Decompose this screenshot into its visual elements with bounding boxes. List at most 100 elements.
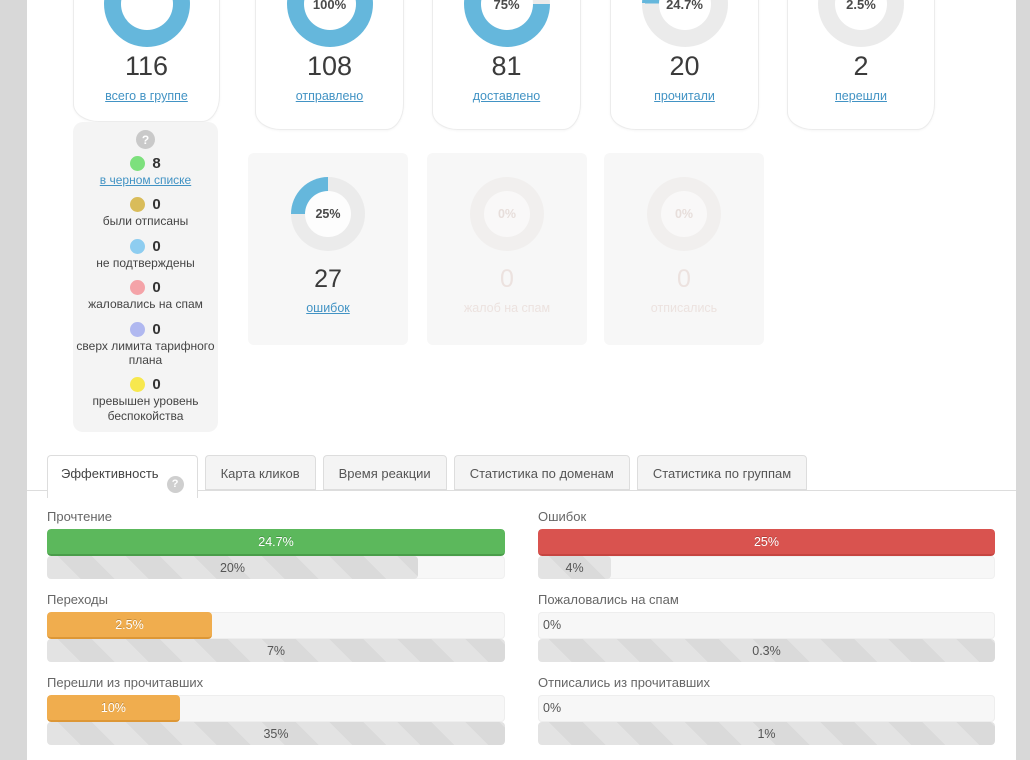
unsubscribes-label: отписались (650, 301, 718, 315)
read-link[interactable]: прочитали (654, 89, 715, 103)
metric-read-rate: Прочтение 24.7% 20% (47, 509, 505, 579)
donut-clicked-percent: 2.5% (835, 0, 887, 30)
tab-domain-stats[interactable]: Статистика по доменам (453, 455, 630, 490)
card-delivered: 75% 81 доставлено (432, 0, 581, 130)
tab-reaction-time[interactable]: Время реакции (322, 455, 447, 490)
read-count: 20 (669, 51, 700, 81)
total-link[interactable]: всего в группе (105, 89, 188, 103)
metric-avg-track: 0.3% (538, 639, 995, 662)
donut-delivered: 75% (463, 0, 550, 47)
metric-label: Отписались из прочитавших (538, 675, 711, 690)
metric-label: Прочтение (47, 509, 112, 524)
metric-value-track: 0% (538, 695, 995, 722)
metric-error-rate: Ошибок 25% 4% (538, 509, 995, 579)
spam-complaints-label: жалоб на спам (463, 301, 551, 315)
page-gutter-right (1016, 0, 1030, 760)
blacklist-count: 8 (152, 155, 161, 172)
metric-click-from-read: Перешли из прочитавших 10% 35% (47, 675, 505, 745)
donut-errors-percent: 25% (305, 191, 351, 237)
over-limit-label: сверх лимита тарифного плана (76, 338, 215, 367)
metric-value-bar: 25% (538, 529, 995, 556)
metric-label: Переходы (47, 592, 108, 607)
donut-total-percent (120, 0, 173, 30)
metric-value-track: 2.5% (47, 612, 505, 639)
metric-value-track: 0% (538, 612, 995, 639)
blacklist-link[interactable]: в черном списке (99, 173, 192, 187)
metric-value-text: 24.7% (258, 534, 294, 549)
donut-read: 24.7% (641, 0, 728, 47)
metric-avg-track: 4% (538, 556, 995, 579)
metric-avg-bar: 1% (538, 722, 995, 745)
errors-link[interactable]: ошибок (306, 301, 350, 315)
metric-avg-track: 7% (47, 639, 505, 662)
donut-unsubscribes: 0% (647, 177, 721, 251)
metric-value-text: 25% (753, 534, 780, 549)
blacklist-dot-icon (130, 156, 146, 171)
errors-count: 27 (314, 265, 342, 293)
metric-value-bar: 2.5% (47, 612, 212, 639)
group-breakdown-panel: ? 8 в черном списке 0 были отписаны 0 не… (73, 122, 218, 432)
delivered-count: 81 (491, 51, 522, 81)
spam-complaint-label: жаловались на спам (88, 297, 203, 312)
spam-complaints-count: 0 (500, 265, 514, 293)
tab-click-map[interactable]: Карта кликов (204, 455, 316, 490)
donut-sent: 100% (286, 0, 373, 47)
donut-clicked: 2.5% (818, 0, 904, 47)
metric-avg-bar: 35% (47, 722, 505, 745)
metric-avg-text: 35% (263, 726, 289, 741)
donut-total (103, 0, 190, 47)
card-errors: 25% 27 ошибок (248, 153, 408, 345)
metric-avg-track: 1% (538, 722, 995, 745)
card-sent: 100% 108 отправлено (255, 0, 404, 130)
card-read: 24.7% 20 прочитали (610, 0, 759, 130)
donut-spam-complaints-percent: 0% (484, 191, 530, 237)
unsubscribed-label: были отписаны (102, 214, 189, 229)
page-gutter-left (0, 0, 27, 760)
metric-avg-text: 1% (757, 726, 776, 741)
metric-value-track: 25% (538, 529, 995, 556)
legend-item-spam-complaint: 0 жаловались на спам (73, 279, 218, 311)
metric-avg-track: 20% (47, 556, 505, 579)
metric-label: Пожаловались на спам (538, 592, 679, 607)
metrics-column-left: Прочтение 24.7% 20% Переходы 2.5% (47, 509, 505, 758)
tab-effectiveness-label: Эффективность (61, 466, 159, 481)
metric-label: Ошибок (538, 509, 587, 524)
donut-unsubscribes-percent: 0% (661, 191, 707, 237)
anxiety-level-label: превышен уровень беспокойства (92, 394, 199, 423)
spam-complaint-count: 0 (152, 279, 161, 297)
metric-avg-bar: 7% (47, 639, 505, 662)
sent-link[interactable]: отправлено (295, 89, 364, 103)
metric-avg-bar: 0.3% (538, 639, 995, 662)
unconfirmed-dot-icon (130, 238, 146, 254)
delivered-link[interactable]: доставлено (472, 89, 541, 103)
legend-help-icon[interactable]: ? (136, 130, 155, 149)
metric-value-text: 10% (100, 700, 126, 715)
tab-effectiveness[interactable]: Эффективность ? (47, 455, 198, 498)
sent-count: 108 (306, 51, 353, 81)
unconfirmed-count: 0 (152, 237, 161, 255)
unconfirmed-label: не подтверждены (96, 255, 195, 270)
donut-sent-percent: 100% (303, 0, 356, 30)
stats-tabs: Эффективность ? Карта кликов Время реакц… (47, 455, 808, 498)
clicked-link[interactable]: перешли (835, 89, 887, 103)
legend-item-unsubscribed: 0 были отписаны (73, 196, 218, 228)
tab-help-icon[interactable]: ? (166, 476, 184, 493)
card-total: 116 всего в группе (73, 0, 220, 122)
donut-read-percent: 24.7% (658, 0, 711, 30)
anxiety-level-dot-icon (130, 377, 146, 393)
metric-value-text: 0% (543, 701, 562, 715)
metric-avg-bar: 20% (47, 556, 418, 579)
tab-group-stats[interactable]: Статистика по группам (636, 455, 808, 490)
legend-item-blacklist: 8 в черном списке (73, 155, 218, 187)
metric-value-track: 10% (47, 695, 505, 722)
donut-delivered-percent: 75% (480, 0, 533, 30)
legend-item-unconfirmed: 0 не подтверждены (73, 238, 218, 270)
metric-avg-bar: 4% (538, 556, 612, 579)
donut-errors: 25% (291, 177, 365, 251)
metrics-column-right: Ошибок 25% 4% Пожаловались на спам 0% 0.… (538, 509, 995, 758)
metric-value-text: 0% (543, 618, 562, 632)
metric-click-rate: Переходы 2.5% 7% (47, 592, 505, 662)
metric-unsubscribe-from-read: Отписались из прочитавших 0% 1% (538, 675, 995, 745)
metric-avg-text: 7% (266, 643, 286, 658)
